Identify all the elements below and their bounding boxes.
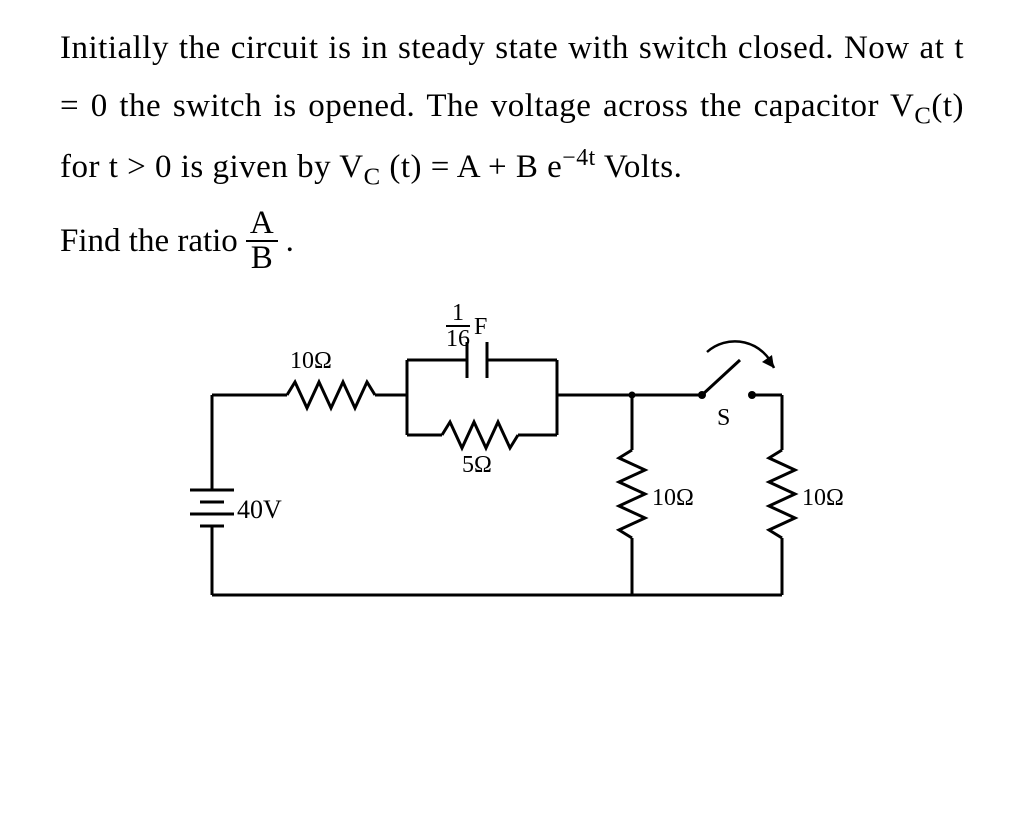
line1-text: Initially the circuit is in steady state…	[60, 30, 629, 66]
line2-suffix: the switch is	[108, 88, 297, 124]
r4-label: 10Ω	[802, 485, 844, 511]
resistor-r3	[619, 450, 645, 538]
vc-sub-1: C	[914, 102, 931, 129]
battery	[190, 395, 234, 595]
r2-label: 5Ω	[462, 452, 492, 478]
battery-label: 40V	[237, 495, 282, 524]
line4-prefix: for t > 0 is given by V	[60, 149, 364, 185]
r1-label: 10Ω	[290, 348, 332, 374]
r3-label: 10Ω	[652, 485, 694, 511]
vc-sub-2: C	[364, 163, 381, 190]
line4-mid: (t) = A + B e	[381, 149, 563, 185]
cap-num: 1	[452, 300, 464, 326]
line2-prefix: switch closed. Now at	[639, 30, 955, 66]
problem-container: Initially the circuit is in steady state…	[60, 20, 964, 630]
cap-den: 16	[446, 326, 470, 352]
line4-suffix: Volts.	[596, 149, 683, 185]
circuit-diagram: 40V 10Ω 1 16 F 5Ω	[162, 300, 862, 630]
problem-text: Initially the circuit is in steady state…	[60, 20, 964, 199]
ratio-num: A	[246, 207, 278, 240]
ratio-fraction: A B	[246, 207, 278, 275]
resistor-r1	[287, 382, 375, 408]
switch-s	[698, 341, 774, 399]
vc-arg-1: (t)	[931, 88, 964, 124]
ratio-line: Find the ratio A B .	[60, 207, 964, 275]
cap-unit: F	[474, 314, 487, 340]
line3-prefix: opened. The voltage across the capacitor…	[308, 88, 914, 124]
ratio-den: B	[246, 240, 278, 275]
resistor-r2	[442, 422, 518, 448]
ratio-prefix: Find the ratio	[60, 213, 238, 269]
resistor-r4	[769, 450, 795, 538]
ratio-period: .	[286, 213, 294, 269]
line4-exp: −4t	[562, 145, 595, 171]
switch-label: S	[717, 405, 730, 431]
